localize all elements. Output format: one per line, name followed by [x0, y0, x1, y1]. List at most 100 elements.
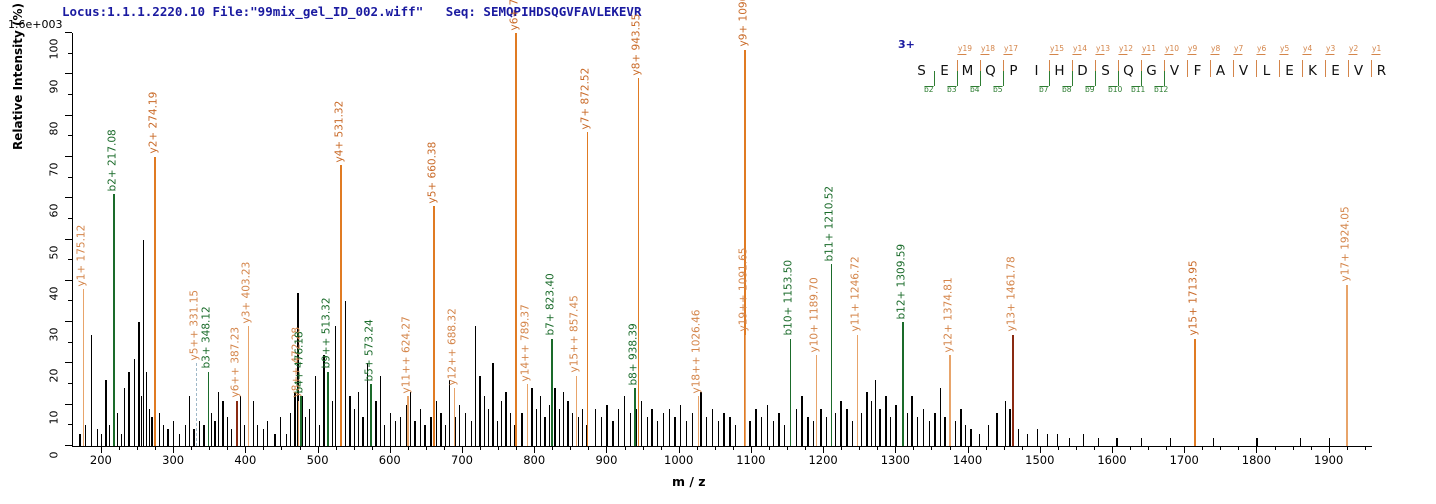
y-tick — [65, 403, 72, 405]
fragment-ion-peak[interactable] — [453, 388, 456, 446]
y-ion-number: y11 — [1142, 44, 1156, 53]
fragment-ion-peak[interactable] — [236, 400, 238, 446]
fragment-ion-peak[interactable] — [300, 396, 302, 446]
x-tick-label: 200 — [89, 453, 112, 467]
x-tick — [1112, 446, 1113, 453]
spectrum-peak — [674, 417, 676, 446]
y-tick — [65, 238, 72, 240]
y-tick — [65, 114, 72, 116]
y-ion-number: y14 — [1073, 44, 1087, 53]
x-tick — [1075, 446, 1077, 450]
spectrum-peak — [934, 412, 936, 446]
x-tick — [498, 446, 500, 450]
fragment-ion-peak[interactable] — [370, 384, 372, 446]
spectrum-peak — [243, 425, 246, 446]
y-ion-number: y5 — [1280, 44, 1290, 53]
fragment-ion-peak[interactable] — [340, 165, 342, 446]
residue-letter: S — [1101, 63, 1110, 79]
fragment-ion-peak[interactable] — [1012, 334, 1014, 446]
fragment-ion-peak[interactable] — [637, 78, 640, 446]
fragment-ion-peak[interactable] — [1346, 284, 1348, 446]
fragment-ion-peak[interactable] — [551, 338, 553, 446]
spectrum-peak — [826, 417, 828, 446]
spectrum-peak — [749, 421, 751, 446]
x-tick — [570, 446, 572, 450]
x-tick-label: 500 — [306, 453, 329, 467]
residue-letter: P — [1009, 63, 1018, 79]
spectrum-header-text: Locus:1.1.1.2220.10 File:"99mix_gel_ID_0… — [62, 4, 642, 19]
fragment-ion-peak[interactable] — [113, 194, 115, 446]
y-tick-label: 10 — [47, 410, 61, 425]
spectrum-peak — [464, 412, 467, 446]
fragment-ion-peak[interactable] — [830, 264, 833, 446]
spectrum-peak — [414, 421, 416, 446]
spectrum-peak — [813, 421, 815, 446]
fragment-ion-peak[interactable] — [82, 289, 85, 446]
x-tick — [877, 446, 879, 450]
fragment-ion-peak[interactable] — [697, 396, 700, 446]
x-tick — [1039, 446, 1041, 453]
fragment-ion-peak[interactable] — [902, 322, 904, 446]
y-tick-label: 70 — [47, 162, 61, 177]
fragment-ion-peak[interactable] — [515, 33, 517, 446]
y-ion-tick — [1164, 54, 1181, 62]
fragment-ion-peak[interactable] — [744, 334, 747, 446]
fragment-ion-peak[interactable] — [789, 338, 792, 446]
fragment-ion-peak[interactable] — [433, 206, 435, 446]
y-ion-tick — [980, 54, 997, 62]
spectrum-peak — [79, 433, 81, 446]
x-tick — [1310, 446, 1312, 450]
fragment-ion-peak[interactable] — [195, 363, 198, 446]
fragment-ion-peak[interactable] — [949, 355, 951, 446]
y-tick-label: 80 — [47, 121, 61, 136]
spectrum-peak — [685, 421, 688, 446]
y-ion-tick — [1348, 54, 1365, 62]
y-ion-marker — [1118, 60, 1119, 77]
fragment-ion-peak[interactable] — [1194, 338, 1196, 446]
y-ion-marker — [1302, 60, 1303, 77]
fragment-ion-peak[interactable] — [247, 326, 250, 446]
fragment-ion-peak[interactable] — [815, 355, 818, 446]
fragment-ion-peak[interactable] — [407, 396, 409, 446]
spectrum-peak — [1169, 437, 1172, 446]
fragment-ion-peak[interactable] — [586, 132, 589, 446]
spectrum-peak — [641, 400, 643, 446]
spectrum-peak — [1005, 400, 1007, 446]
residue-letter: M — [961, 63, 974, 79]
spectrum-peak — [105, 379, 107, 446]
fragment-ion-peak[interactable] — [634, 388, 636, 446]
spectrum-peak — [163, 425, 165, 446]
x-tick — [949, 446, 951, 450]
y-tick — [68, 52, 72, 54]
spectrum-peak — [505, 392, 507, 446]
fragment-ion-peak[interactable] — [744, 49, 746, 446]
fragment-ion-peak[interactable] — [575, 375, 578, 446]
b-ion-marker — [1164, 71, 1165, 86]
fragment-ion-peak[interactable] — [297, 400, 300, 446]
fragment-ion-peak[interactable] — [207, 371, 210, 446]
fragment-ion-peak[interactable] — [154, 156, 156, 446]
x-tick — [913, 446, 915, 450]
y-ion-marker — [1095, 60, 1096, 77]
fragment-ion-label: y2+ 274.19 — [147, 92, 160, 154]
x-tick — [750, 446, 752, 453]
spectrum-peak — [840, 400, 842, 446]
spectrum-peak — [256, 425, 259, 446]
spectrum-peak — [629, 412, 631, 446]
spectrum-peak — [1036, 429, 1039, 446]
y-ion-marker — [1325, 60, 1326, 77]
fragment-ion-peak[interactable] — [856, 334, 859, 446]
spectrum-peak — [274, 433, 276, 446]
spectrum-peak — [459, 404, 461, 446]
spectrum-peak — [379, 375, 381, 446]
y-tick — [65, 445, 72, 446]
spectrum-peak — [567, 400, 569, 446]
fragment-ion-peak[interactable] — [526, 384, 529, 446]
fragment-ion-peak[interactable] — [327, 371, 329, 446]
spectrum-plot-area[interactable]: 0 10 20 30 40 50 60 70 80 90 100 200 300 400 500 600 70… — [48, 0, 1372, 467]
spectrum-peak — [807, 417, 809, 446]
